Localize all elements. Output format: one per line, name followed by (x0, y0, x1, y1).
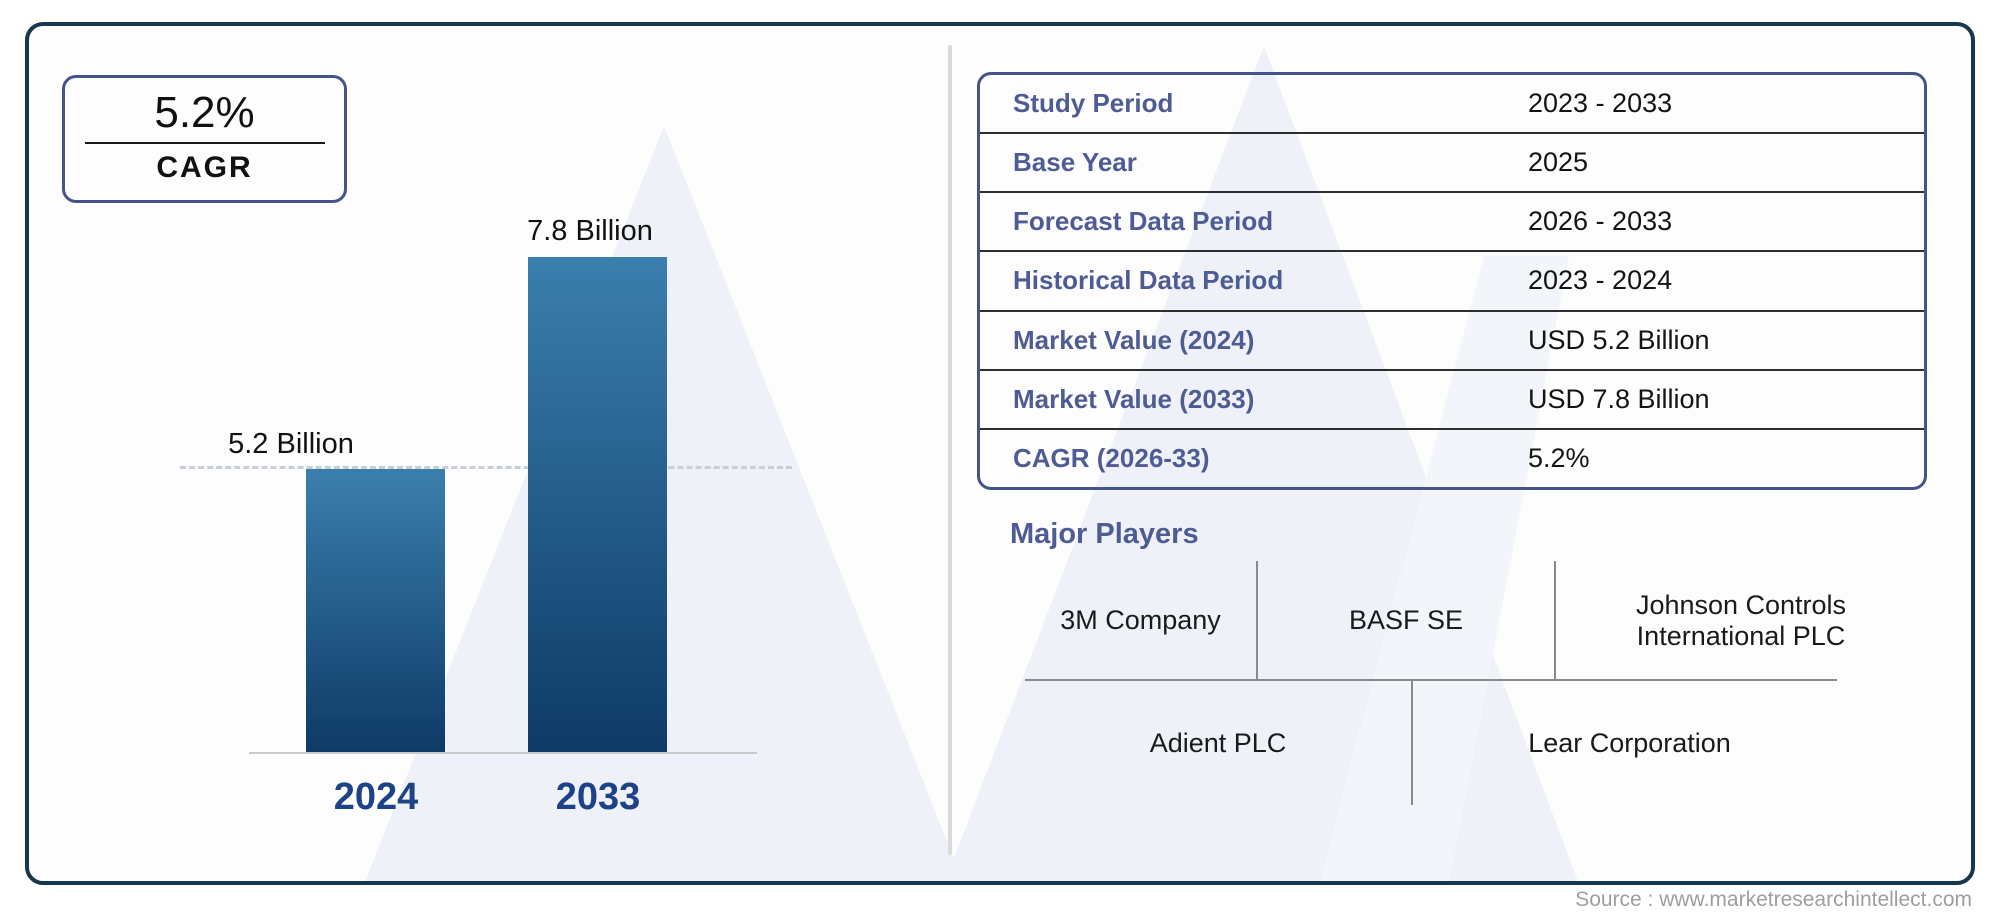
table-row-value: 2023 - 2024 (1528, 265, 1673, 296)
table-row-value: USD 7.8 Billion (1528, 383, 1710, 414)
table-row-label: CAGR (2026-33) (1013, 442, 1210, 473)
major-players-title: Major Players (1010, 518, 1199, 550)
table-row-label: Historical Data Period (1013, 265, 1284, 296)
table-row: Historical Data Period 2023 - 2024 (980, 252, 1924, 312)
source-attribution: Source : www.marketresearchintellect.com (1575, 888, 1972, 911)
player-cell: Johnson Controls International PLC (1635, 589, 1847, 651)
cagr-value: 5.2% (154, 88, 255, 137)
reference-dashed-line (180, 466, 792, 469)
cagr-divider (84, 142, 325, 144)
table-row-value: 2023 - 2033 (1528, 88, 1673, 119)
bar-value-label-2033: 7.8 Billion (527, 215, 653, 247)
table-row: Base Year 2025 (980, 134, 1924, 194)
table-row-label: Market Value (2033) (1013, 383, 1255, 414)
player-cell: BASF SE (1258, 561, 1556, 680)
cagr-label: CAGR (156, 151, 253, 184)
x-axis-line (249, 752, 757, 754)
category-label-2033: 2033 (555, 776, 641, 818)
table-row-value: 2026 - 2033 (1528, 206, 1673, 237)
summary-table: Study Period 2023 - 2033 Base Year 2025 … (977, 72, 1927, 490)
table-row-value: USD 5.2 Billion (1528, 324, 1710, 355)
player-cell: 3M Company (1025, 561, 1258, 680)
player-cell: Adient PLC (1149, 727, 1287, 758)
table-row: Market Value (2024) USD 5.2 Billion (980, 312, 1924, 371)
category-label-2024: 2024 (333, 776, 419, 818)
table-row-label: Market Value (2024) (1013, 324, 1255, 355)
major-players-row-2: Adient PLC Lear Corporation (1025, 681, 1791, 805)
major-players-row-1: 3M Company BASF SE Johnson Controls Inte… (1025, 561, 1856, 680)
table-row: Forecast Data Period 2026 - 2033 (980, 193, 1924, 253)
bar-value-label-2024: 5.2 Billion (228, 428, 354, 460)
table-row-value: 5.2% (1528, 442, 1590, 473)
bar-2033 (528, 257, 667, 752)
players-grid-hline (1025, 679, 1837, 681)
table-row-value: 2025 (1528, 147, 1589, 178)
vertical-divider (948, 45, 952, 855)
table-row-label: Forecast Data Period (1013, 206, 1274, 237)
table-row-label: Study Period (1013, 88, 1174, 119)
bar-2024 (306, 469, 445, 752)
player-cell: Lear Corporation (1411, 681, 1791, 805)
table-row: Market Value (2033) USD 7.8 Billion (980, 371, 1924, 430)
cagr-badge: 5.2% CAGR (62, 75, 347, 203)
table-row: CAGR (2026-33) 5.2% (980, 430, 1924, 487)
table-row-label: Base Year (1013, 147, 1137, 178)
table-row: Study Period 2023 - 2033 (980, 75, 1924, 135)
